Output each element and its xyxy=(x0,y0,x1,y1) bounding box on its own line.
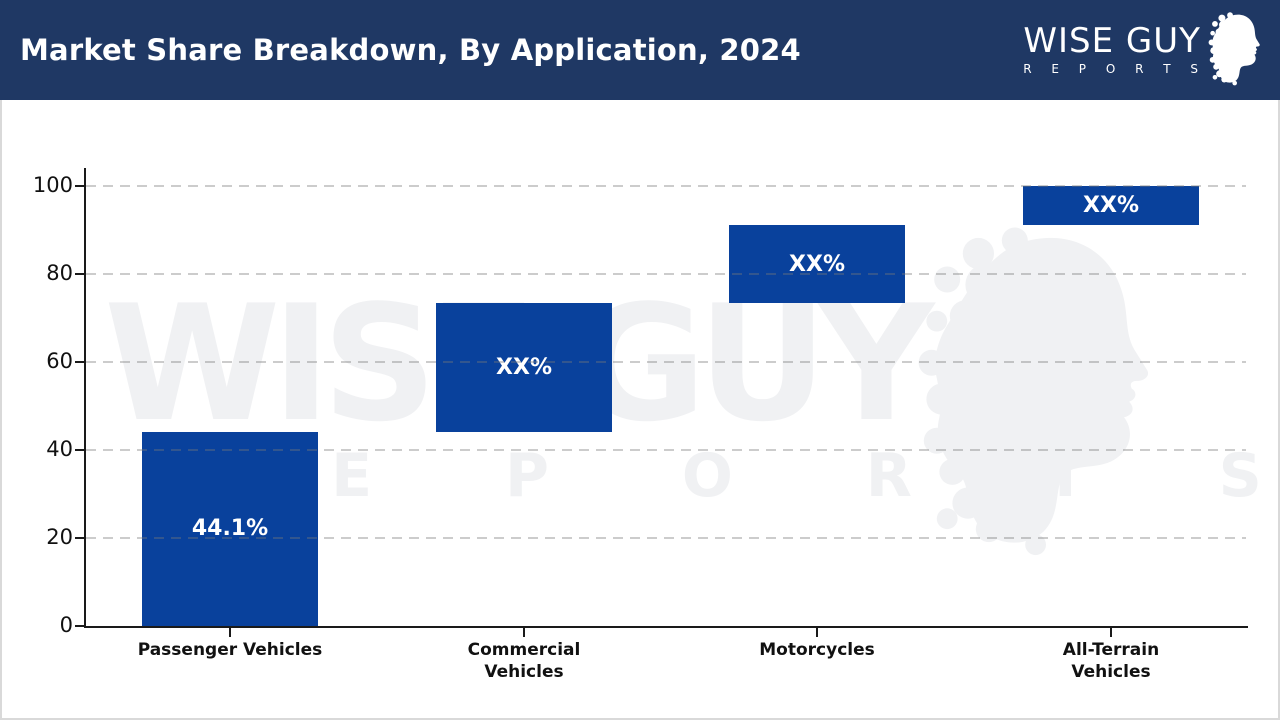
y-axis-tick-100 xyxy=(75,185,84,187)
x-axis-tick-all-terrain-vehicles xyxy=(1110,628,1112,637)
y-axis-tick-label: 60 xyxy=(46,349,73,373)
wiseguy-logo-reports: R E P O R T S xyxy=(1023,62,1206,76)
wiseguy-logo: WISE GUY R E P O R T S xyxy=(1018,10,1266,90)
x-axis-tick-passenger-vehicles xyxy=(229,628,231,637)
y-axis-tick-80 xyxy=(75,273,84,275)
y-axis-tick-label: 100 xyxy=(32,173,73,197)
wiseguy-logo-text: WISE GUY R E P O R T S xyxy=(1018,24,1206,76)
watermark-head-graphic xyxy=(918,227,1149,556)
gridline-y-40 xyxy=(86,449,1246,451)
x-category-label-motorcycles: Motorcycles xyxy=(707,639,927,661)
y-axis-tick-label: 80 xyxy=(46,261,73,285)
y-axis-tick-label: 0 xyxy=(59,613,73,637)
gridline-y-100 xyxy=(86,185,1246,187)
x-category-label-line: Vehicles xyxy=(484,662,564,682)
bar-value-label-motorcycles: XX% xyxy=(789,251,845,277)
y-axis-tick-label: 20 xyxy=(46,525,73,549)
x-category-label-all-terrain-vehicles: All-Terrain Vehicles xyxy=(1001,639,1221,683)
x-category-label-commercial-vehicles: Commercial Vehicles xyxy=(414,639,634,683)
x-category-label-passenger-vehicles: Passenger Vehicles xyxy=(120,639,340,661)
gridline-y-20 xyxy=(86,537,1246,539)
x-category-label-line: Vehicles xyxy=(1071,662,1151,682)
wiseguy-head-logo-icon xyxy=(1208,12,1260,86)
chart-title: Market Share Breakdown, By Application, … xyxy=(20,33,801,67)
x-category-label-line: Motorcycles xyxy=(759,640,875,660)
x-category-label-line: All-Terrain xyxy=(1062,640,1160,660)
y-axis-line xyxy=(84,168,86,628)
x-category-label-line: Commercial xyxy=(467,640,581,660)
y-axis-tick-20 xyxy=(75,537,84,539)
wiseguy-logo-brand: WISE GUY xyxy=(1023,21,1201,61)
bar-commercial-vehicles: XX% xyxy=(436,303,612,432)
gridline-y-80 xyxy=(86,273,1246,275)
bar-value-label-commercial-vehicles: XX% xyxy=(496,354,552,380)
bar-all-terrain-vehicles: XX% xyxy=(1023,186,1199,226)
y-axis-tick-60 xyxy=(75,361,84,363)
header: Market Share Breakdown, By Application, … xyxy=(0,0,1280,100)
x-axis-tick-commercial-vehicles xyxy=(523,628,525,637)
y-axis-tick-40 xyxy=(75,449,84,451)
y-axis-tick-label: 40 xyxy=(46,437,73,461)
x-category-label-line: Passenger Vehicles xyxy=(137,640,323,660)
gridline-y-60 xyxy=(86,361,1246,363)
y-axis-tick-0 xyxy=(75,625,84,627)
bar-value-label-passenger-vehicles: 44.1% xyxy=(191,516,269,542)
bar-value-label-all-terrain-vehicles: XX% xyxy=(1083,193,1139,219)
bar-passenger-vehicles: 44.1% xyxy=(142,431,318,626)
x-axis-line xyxy=(84,626,1248,628)
x-axis-tick-motorcycles xyxy=(816,628,818,637)
bar-motorcycles: XX% xyxy=(729,225,905,304)
